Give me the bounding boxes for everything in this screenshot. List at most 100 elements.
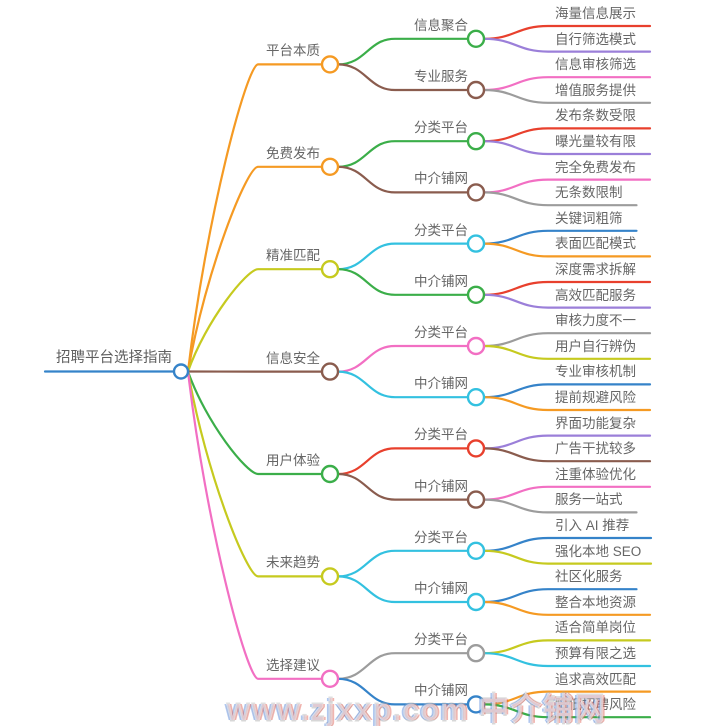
branch-line <box>186 370 324 476</box>
leaf-label[interactable]: 追求高效匹配 <box>555 671 636 687</box>
leaf-label[interactable]: 审核力度不一 <box>555 313 636 329</box>
subbranch-line <box>336 575 470 604</box>
branch-label[interactable]: 未来趋势 <box>266 555 320 571</box>
subbranch-label[interactable]: 分类平台 <box>414 632 468 648</box>
subbranch-node-circle[interactable] <box>466 131 486 151</box>
subbranch-label[interactable]: 中介铺网 <box>414 478 468 494</box>
branch-node-circle[interactable] <box>320 55 340 74</box>
leaf-label[interactable]: 曝光量较有限 <box>555 134 636 149</box>
subbranch-node-circle[interactable] <box>466 29 486 48</box>
leaf-line <box>482 88 652 104</box>
subbranch-label[interactable]: 分类平台 <box>414 529 468 545</box>
leaf-line <box>482 191 638 207</box>
subbranch-node-circle[interactable] <box>466 336 486 356</box>
branch-node-circle[interactable] <box>320 362 340 381</box>
branch-line <box>186 370 324 578</box>
leaf-label[interactable]: 界面功能复杂 <box>555 415 636 431</box>
leaf-line <box>482 293 652 309</box>
leaf-label[interactable]: 表面匹配模式 <box>555 236 636 252</box>
leaf-label[interactable]: 社区化服务 <box>555 569 623 585</box>
leaf-line <box>482 498 638 514</box>
leaf-label[interactable]: 适合简单岗位 <box>555 620 636 636</box>
leaf-line <box>482 396 652 412</box>
leaf-label[interactable]: 海量信息展示 <box>555 6 636 21</box>
subbranch-node-circle[interactable] <box>466 234 486 253</box>
root-node-circle[interactable] <box>172 363 190 380</box>
subbranch-label[interactable]: 信息聚合 <box>414 17 468 33</box>
leaf-label[interactable]: 预算有限之选 <box>555 646 636 661</box>
leaf-line <box>482 37 652 53</box>
subbranch-label[interactable]: 中介铺网 <box>414 171 468 187</box>
leaf-label[interactable]: 无条数限制 <box>555 185 623 201</box>
leaf-label[interactable]: 注重体验优化 <box>555 466 636 482</box>
leaf-label[interactable]: 服务一站式 <box>555 492 623 508</box>
branch-label[interactable]: 免费发布 <box>266 145 320 161</box>
subbranch-node-circle[interactable] <box>466 644 486 663</box>
subbranch-line <box>336 652 470 680</box>
leaf-label[interactable]: 关键词粗筛 <box>555 210 623 226</box>
subbranch-line <box>336 37 470 66</box>
branch-line <box>186 370 324 680</box>
leaf-label[interactable]: 增值服务提供 <box>555 82 636 98</box>
subbranch-line <box>336 140 470 168</box>
subbranch-node-circle[interactable] <box>466 695 486 714</box>
branch-node-circle[interactable] <box>320 157 340 177</box>
leaf-line <box>482 652 652 668</box>
subbranch-node-circle[interactable] <box>466 183 486 202</box>
root-label[interactable]: 招聘平台选择指南 <box>56 350 172 366</box>
leaf-label[interactable]: 广告干扰较多 <box>555 441 636 457</box>
subbranch-node-circle[interactable] <box>466 541 486 560</box>
leaf-line <box>482 447 652 463</box>
leaf-label[interactable]: 整合本地资源 <box>555 594 636 610</box>
branch-label[interactable]: 精准匹配 <box>266 248 320 264</box>
subbranch-label[interactable]: 中介铺网 <box>414 683 468 699</box>
leaf-label[interactable]: 自行筛选模式 <box>555 31 636 47</box>
branch-node-circle[interactable] <box>320 260 340 279</box>
subbranch-line <box>336 370 470 399</box>
subbranch-node-circle[interactable] <box>466 388 486 407</box>
leaf-label[interactable]: 引入 AI 推荐 <box>555 518 630 533</box>
subbranch-label[interactable]: 专业服务 <box>414 69 468 84</box>
leaf-line <box>482 549 653 565</box>
leaf-label[interactable]: 强化本地 SEO <box>555 543 642 559</box>
leaf-label[interactable]: 高效匹配服务 <box>555 287 636 303</box>
leaf-label[interactable]: 提前规避风险 <box>555 390 636 405</box>
leaf-label[interactable]: 用户自行辨伪 <box>555 338 636 354</box>
leaf-label[interactable]: 发布条数受限 <box>555 108 636 124</box>
subbranch-label[interactable]: 中介铺网 <box>414 273 468 289</box>
branch-line <box>186 268 324 373</box>
subbranch-node-circle[interactable] <box>466 490 486 509</box>
subbranch-line <box>336 344 470 373</box>
subbranch-node-circle[interactable] <box>466 80 486 100</box>
leaf-label[interactable]: 深度需求拆解 <box>555 262 636 277</box>
subbranch-line <box>336 242 470 271</box>
leaf-label[interactable]: 降低招聘风险 <box>555 697 636 713</box>
branch-label[interactable]: 用户体验 <box>266 453 320 468</box>
subbranch-line <box>336 549 470 578</box>
leaf-label[interactable]: 专业审核机制 <box>555 364 636 380</box>
branch-label[interactable]: 选择建议 <box>266 657 320 673</box>
leaf-line <box>482 140 652 156</box>
leaf-label[interactable]: 完全免费发布 <box>555 159 636 175</box>
subbranch-line <box>336 63 470 92</box>
subbranch-line <box>336 472 470 501</box>
subbranch-node-circle[interactable] <box>466 439 486 458</box>
leaf-label[interactable]: 信息审核筛选 <box>555 57 636 73</box>
branch-node-circle[interactable] <box>320 669 340 688</box>
subbranch-label[interactable]: 分类平台 <box>414 222 468 238</box>
subbranch-label[interactable]: 分类平台 <box>414 325 468 340</box>
branch-label[interactable]: 信息安全 <box>266 350 320 366</box>
subbranch-label[interactable]: 中介铺网 <box>414 581 468 596</box>
subbranch-label[interactable]: 分类平台 <box>414 120 468 136</box>
subbranch-label[interactable]: 中介铺网 <box>414 376 468 392</box>
branch-node-circle[interactable] <box>320 567 340 586</box>
branch-node-circle[interactable] <box>320 464 340 484</box>
branch-label[interactable]: 平台本质 <box>266 43 320 59</box>
subbranch-label[interactable]: 分类平台 <box>414 427 468 443</box>
leaf-line <box>482 600 652 616</box>
subbranch-node-circle[interactable] <box>466 592 486 612</box>
subbranch-node-circle[interactable] <box>466 285 486 304</box>
